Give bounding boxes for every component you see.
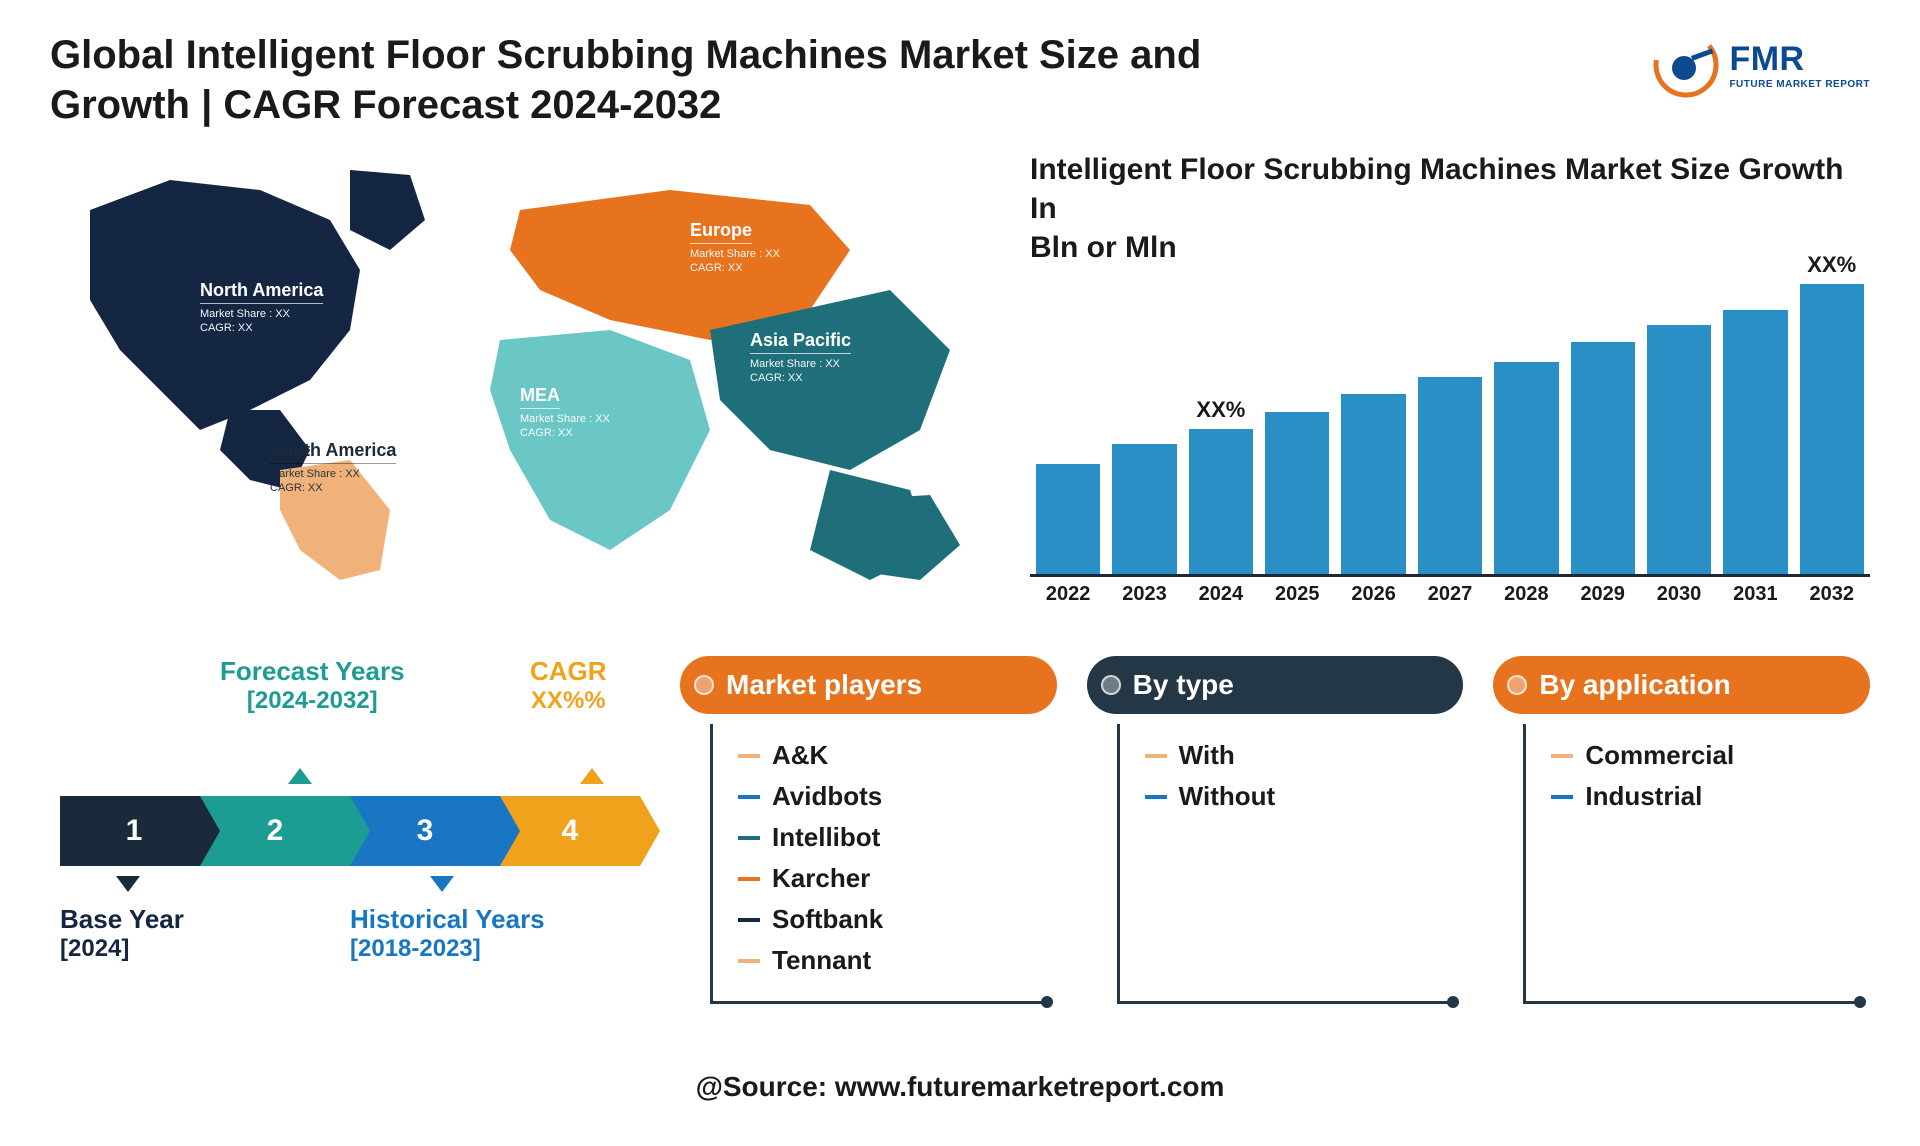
list-item: Tennant bbox=[738, 945, 883, 976]
bullet-icon bbox=[738, 754, 760, 758]
chart-year-label: 2027 bbox=[1418, 583, 1482, 606]
chart-year-label: 2024 bbox=[1189, 583, 1253, 606]
chart-year-label: 2029 bbox=[1571, 583, 1635, 606]
chart-year-label: 2030 bbox=[1647, 583, 1711, 606]
timeline-cagr-label: CAGR XX%% bbox=[530, 656, 607, 715]
arrow-down-icon bbox=[430, 876, 454, 892]
logo-icon bbox=[1651, 30, 1721, 100]
arrow-up-icon bbox=[288, 768, 312, 784]
pill-dot-icon bbox=[1507, 675, 1527, 695]
chart-bar bbox=[1647, 277, 1711, 574]
timeline-base-label: Base Year [2024] bbox=[60, 904, 184, 963]
by-application-pill: By application bbox=[1493, 656, 1870, 714]
chart-bar bbox=[1265, 277, 1329, 574]
chart-year-label: 2023 bbox=[1112, 583, 1176, 606]
by-type-pill: By type bbox=[1087, 656, 1464, 714]
bullet-icon bbox=[738, 918, 760, 922]
source-attribution: @Source: www.futuremarketreport.com bbox=[50, 1071, 1870, 1103]
chart-bar bbox=[1341, 277, 1405, 574]
chart-bar: XX% bbox=[1800, 277, 1864, 574]
map-label-sa: South America bbox=[270, 440, 396, 464]
bullet-icon bbox=[738, 836, 760, 840]
chart-bar bbox=[1494, 277, 1558, 574]
list-item: Without bbox=[1145, 781, 1276, 812]
list-item: Industrial bbox=[1551, 781, 1734, 812]
map-label-eu: Europe bbox=[690, 220, 752, 244]
timeline-segment: 4 bbox=[500, 796, 640, 866]
chart-year-label: 2028 bbox=[1494, 583, 1558, 606]
timeline-segment: 2 bbox=[200, 796, 350, 866]
logo-text-fmr: FMR bbox=[1729, 40, 1870, 79]
by-type-column: By type With Without bbox=[1087, 656, 1464, 1016]
map-label-na: North America bbox=[200, 280, 323, 304]
list-item: Softbank bbox=[738, 904, 883, 935]
market-players-pill: Market players bbox=[680, 656, 1057, 714]
bullet-icon bbox=[1145, 795, 1167, 799]
chart-pct-label: XX% bbox=[1807, 252, 1856, 278]
chart-year-label: 2032 bbox=[1800, 583, 1864, 606]
map-label-mea: MEA bbox=[520, 385, 560, 409]
chart-year-label: 2025 bbox=[1265, 583, 1329, 606]
timeline-hist-label: Historical Years [2018-2023] bbox=[350, 904, 545, 963]
chart-title: Intelligent Floor Scrubbing Machines Mar… bbox=[1030, 150, 1870, 267]
market-size-chart: Intelligent Floor Scrubbing Machines Mar… bbox=[1030, 150, 1870, 606]
timeline: Forecast Years [2024-2032] CAGR XX%% 123… bbox=[50, 656, 650, 976]
logo-text-sub: FUTURE MARKET REPORT bbox=[1729, 79, 1870, 90]
market-players-column: Market players A&K Avidbots Intellibot Karc… bbox=[680, 656, 1057, 1016]
by-application-column: By application Commercial Industrial bbox=[1493, 656, 1870, 1016]
chart-bar bbox=[1571, 277, 1635, 574]
arrow-down-icon bbox=[116, 876, 140, 892]
page-title: Global Intelligent Floor Scrubbing Machi… bbox=[50, 30, 1250, 130]
chart-bar bbox=[1036, 277, 1100, 574]
timeline-segment: 3 bbox=[350, 796, 500, 866]
chart-bar bbox=[1112, 277, 1176, 574]
chart-bar bbox=[1418, 277, 1482, 574]
bullet-icon bbox=[738, 877, 760, 881]
logo: FMR FUTURE MARKET REPORT bbox=[1651, 30, 1870, 100]
timeline-segment: 1 bbox=[60, 796, 200, 866]
pill-dot-icon bbox=[1101, 675, 1121, 695]
timeline-forecast-label: Forecast Years [2024-2032] bbox=[220, 656, 405, 715]
world-map: North America Market Share : XX CAGR: XX… bbox=[50, 150, 990, 590]
bullet-icon bbox=[1551, 795, 1573, 799]
bullet-icon bbox=[1551, 754, 1573, 758]
chart-year-label: 2031 bbox=[1723, 583, 1787, 606]
chart-year-label: 2026 bbox=[1341, 583, 1405, 606]
chart-year-label: 2022 bbox=[1036, 583, 1100, 606]
bullet-icon bbox=[738, 959, 760, 963]
list-item: Commercial bbox=[1551, 740, 1734, 771]
map-label-ap: Asia Pacific bbox=[750, 330, 851, 354]
bullet-icon bbox=[738, 795, 760, 799]
chart-pct-label: XX% bbox=[1196, 397, 1245, 423]
chart-bar: XX% bbox=[1189, 277, 1253, 574]
bullet-icon bbox=[1145, 754, 1167, 758]
list-item: Avidbots bbox=[738, 781, 883, 812]
chart-bar bbox=[1723, 277, 1787, 574]
list-item: With bbox=[1145, 740, 1276, 771]
pill-dot-icon bbox=[694, 675, 714, 695]
list-item: Karcher bbox=[738, 863, 883, 894]
arrow-up-icon bbox=[580, 768, 604, 784]
list-item: A&K bbox=[738, 740, 883, 771]
list-item: Intellibot bbox=[738, 822, 883, 853]
